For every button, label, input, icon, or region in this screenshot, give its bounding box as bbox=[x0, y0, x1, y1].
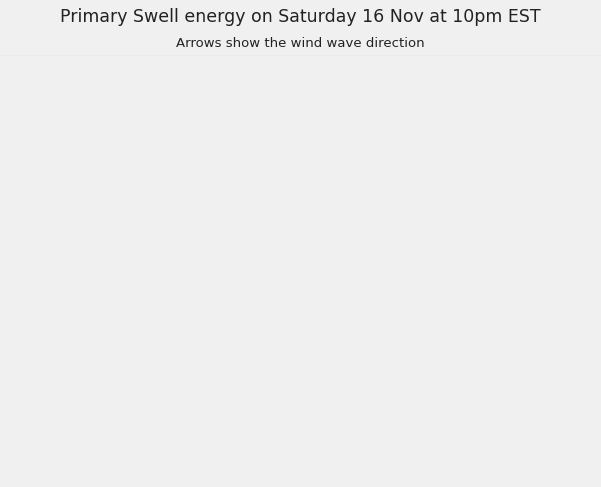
Text: Arrows show the wind wave direction: Arrows show the wind wave direction bbox=[176, 37, 425, 50]
Text: Primary Swell energy on Saturday 16 Nov at 10pm EST: Primary Swell energy on Saturday 16 Nov … bbox=[60, 8, 541, 26]
